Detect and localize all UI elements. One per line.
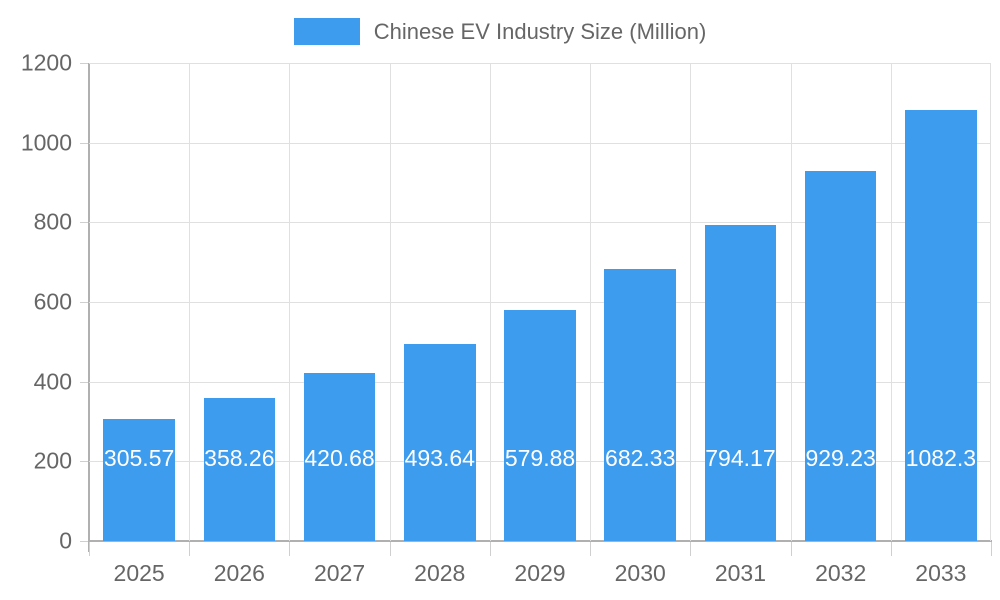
x-axis-tick-mark [490,542,491,556]
x-axis-tick-label: 2033 [915,560,967,586]
gridline-horizontal [89,302,991,303]
gridline-horizontal [89,222,991,224]
y-axis-tick-label: 0 [59,527,72,554]
y-axis-tick-mark [80,302,88,303]
y-axis-tick-label: 1200 [20,49,72,76]
gridline-vertical [289,63,290,541]
gridline-vertical [590,63,591,541]
plot-area: 305.57 358.26 420.68 493.64 579.88 682.33 794.… [89,63,991,541]
gridline-vertical [791,63,792,541]
x-axis-tick-label: 2032 [815,560,867,586]
bar[interactable] [905,109,977,541]
x-axis-tick-mark [390,542,391,556]
y-axis-labels: 0 200 400 600 800 1000 1200 [0,0,72,600]
bar[interactable] [303,373,376,541]
gridline-vertical [189,63,190,541]
bar[interactable] [203,398,276,541]
y-axis-tick-label: 600 [33,288,72,315]
gridline-vertical [390,63,391,541]
y-axis-tick-mark [80,461,88,463]
gridline-horizontal [89,63,991,64]
gridline-vertical [490,63,491,541]
bar[interactable] [403,344,476,541]
gridline-vertical [891,63,892,541]
x-axis-line [89,540,992,542]
y-axis-tick-label: 400 [33,368,72,395]
x-axis-tick-label: 2025 [113,560,165,586]
legend-color-swatch[interactable] [293,17,360,45]
x-axis-tick-mark [590,542,591,556]
x-axis-tick-label: 2028 [414,560,466,586]
x-axis-tick-label: 2031 [714,560,767,586]
chart-legend[interactable]: Chinese EV Industry Size (Million) [0,14,1000,48]
gridline-vertical [690,63,691,541]
x-axis-tick-mark [189,542,190,556]
gridline-vertical [990,63,991,541]
y-axis-tick-label: 800 [33,208,72,235]
x-axis-tick-label: 2027 [313,560,366,586]
bar[interactable] [103,419,175,541]
x-axis-tick-mark [289,542,290,556]
bar[interactable] [504,310,576,541]
gridline-horizontal [89,142,991,144]
x-axis-tick-mark [89,542,90,556]
x-axis-tick-label: 2029 [514,560,566,586]
y-axis-tick-label: 1000 [20,129,72,156]
y-axis-tick-label: 200 [33,447,72,474]
y-axis-tick-mark [80,541,88,542]
bar[interactable] [604,269,677,541]
x-axis-tick-mark [791,542,792,556]
y-axis-tick-mark [80,63,88,64]
y-axis-line [88,63,90,552]
x-axis-tick-label: 2030 [614,560,666,586]
x-axis-tick-label: 2026 [213,560,265,586]
x-axis-tick-mark [891,542,892,556]
x-axis-tick-mark [690,542,691,556]
x-axis-tick-mark [991,542,992,556]
bar[interactable] [704,224,777,541]
y-axis-tick-mark [80,222,88,224]
bar[interactable] [804,170,877,541]
y-axis-tick-mark [80,381,88,383]
legend-label: Chinese EV Industry Size (Million) [373,18,707,44]
y-axis-tick-mark [80,142,88,144]
